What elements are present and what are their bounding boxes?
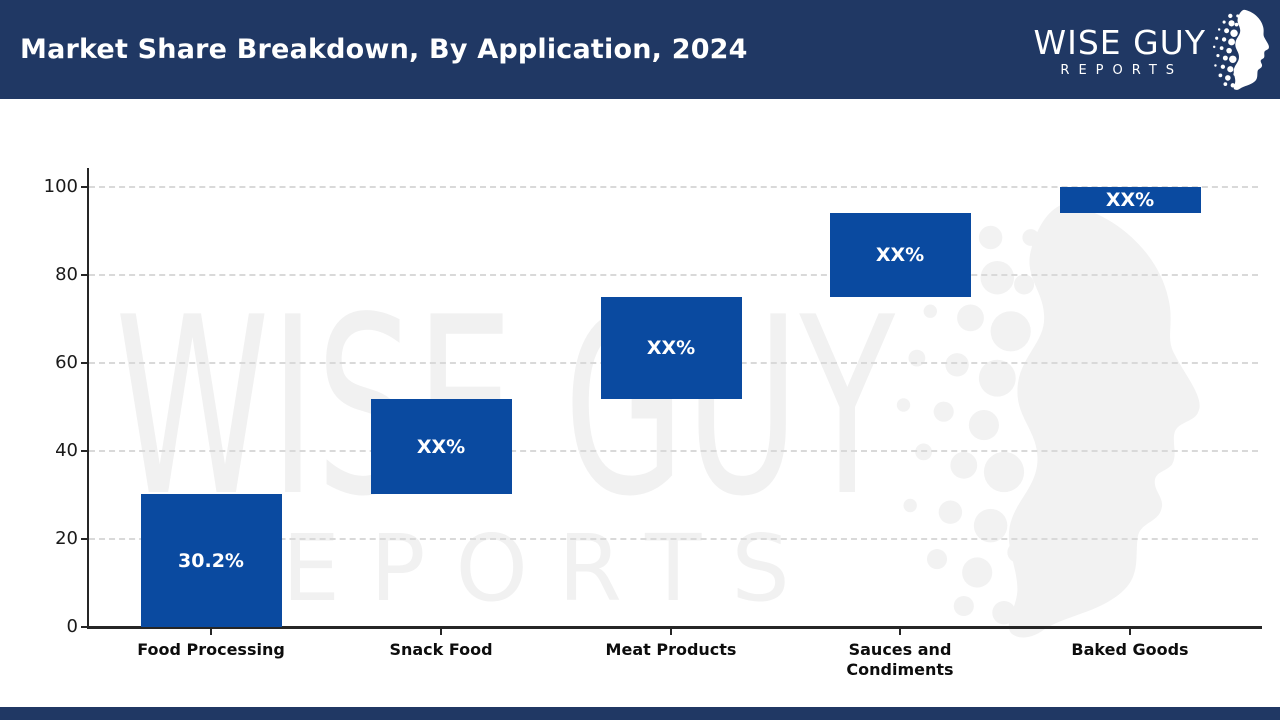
bar-value-label-snack-food: XX% (416, 435, 466, 458)
y-axis-tick-label: 20 (55, 528, 78, 549)
bar-value-label-food-processing: 30.2% (178, 549, 244, 572)
logo-name: WISE GUY (1033, 23, 1206, 63)
wiseguy-logo: WISE GUY REPORTS (1033, 7, 1270, 93)
y-axis-tick (81, 450, 88, 452)
bar-sauces-and-condiments: XX% (829, 213, 971, 297)
bar-food-processing: 30.2% (140, 494, 282, 627)
y-axis-tick (81, 362, 88, 364)
x-axis-label-snack-food: Snack Food (389, 640, 493, 659)
y-axis-tick (81, 538, 88, 540)
footer-bar (0, 707, 1280, 720)
x-axis-label-food-processing: Food Processing (137, 640, 285, 659)
bar-baked-goods: XX% (1059, 187, 1201, 214)
y-axis-tick-label: 100 (43, 176, 78, 197)
gridline-100 (89, 186, 1258, 188)
page-title: Market Share Breakdown, By Application, … (20, 34, 748, 65)
bar-value-label-sauces-and-condiments: XX% (875, 244, 925, 267)
y-axis-tick-label: 60 (55, 352, 78, 373)
y-axis-tick-label: 40 (55, 440, 78, 461)
logo-text: WISE GUY REPORTS (1033, 26, 1206, 78)
y-axis-tick (81, 274, 88, 276)
x-axis-label-meat-products: Meat Products (605, 640, 737, 659)
gridline-40 (89, 450, 1258, 452)
bar-snack-food: XX% (370, 399, 512, 495)
bar-value-label-meat-products: XX% (646, 337, 696, 360)
y-axis-line (87, 168, 89, 629)
x-axis-tick (440, 629, 442, 635)
logo-sub: REPORTS (1060, 62, 1184, 78)
y-axis-tick (81, 626, 88, 628)
x-axis-tick (899, 629, 901, 635)
x-axis-tick (1129, 629, 1131, 635)
x-axis-label-sauces-and-condiments: Sauces and Condiments (846, 640, 954, 679)
bar-meat-products: XX% (600, 297, 742, 400)
gridline-20 (89, 538, 1258, 540)
y-axis-tick-label: 80 (55, 264, 78, 285)
header-bar: Market Share Breakdown, By Application, … (0, 0, 1280, 99)
x-axis-tick (670, 629, 672, 635)
x-axis-line (87, 626, 1262, 629)
gridline-80 (89, 274, 1258, 276)
x-axis-label-baked-goods: Baked Goods (1071, 640, 1189, 659)
x-axis-tick (210, 629, 212, 635)
y-axis-tick-label: 0 (66, 616, 78, 637)
y-axis-tick (81, 186, 88, 188)
bar-value-label-baked-goods: XX% (1105, 189, 1155, 212)
